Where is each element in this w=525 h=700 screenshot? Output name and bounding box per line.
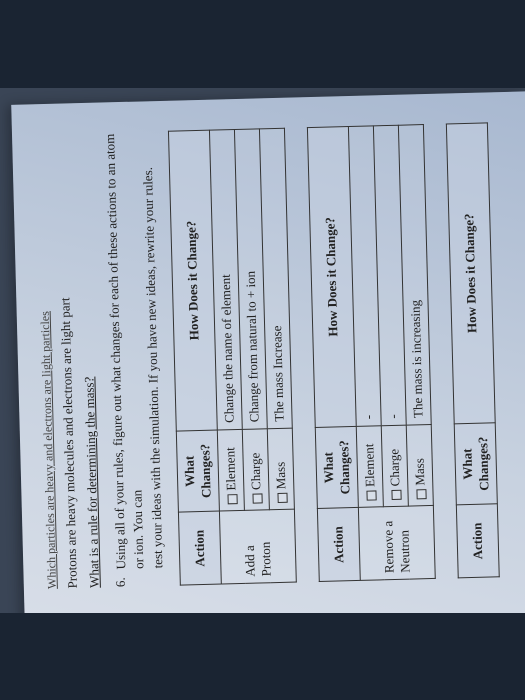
checkbox-icon [391, 490, 401, 500]
table-add-proton: Action What Changes? How Does it Change?… [168, 127, 297, 585]
worksheet-paper: Which particles are heavy and electrons … [11, 91, 525, 613]
what-cell-charge: Charge [242, 428, 269, 510]
checkbox-label-mass: Mass [273, 461, 289, 489]
header-action: Action [456, 504, 499, 578]
question-6-text: Using all of your rules, figure out what… [101, 131, 167, 570]
checkbox-label-charge: Charge [247, 452, 263, 490]
header-how: How Does it Change? [446, 122, 495, 423]
header-what: What Changes? [176, 429, 219, 512]
action-cell-add-proton: Add a Proton [219, 509, 296, 584]
checkbox-label-element: Element [222, 447, 238, 491]
what-cell-mass: Mass [267, 427, 294, 509]
table-header-row: Action What Changes? How Does it Change? [446, 122, 499, 577]
checkbox-icon [416, 489, 426, 499]
header-what: What Changes? [454, 422, 497, 505]
what-cell-mass: Mass [406, 424, 433, 506]
intro-text-a-prefix: Which particles are heavy [42, 463, 59, 588]
header-what: What Changes? [315, 426, 358, 509]
action-cell-remove-neutron: Remove a Neutron [358, 505, 435, 580]
what-cell-charge: Charge [381, 424, 408, 506]
photo-frame: Which particles are heavy and electrons … [0, 88, 525, 613]
checkbox-icon [227, 494, 237, 504]
checkbox-icon [277, 493, 287, 503]
table-partial: Action What Changes? How Does it Change? [446, 122, 500, 578]
question-6-number: 6. [113, 576, 168, 587]
checkbox-label-charge: Charge [386, 448, 402, 486]
checkbox-label-element: Element [361, 443, 377, 487]
header-action: Action [178, 511, 221, 585]
header-action: Action [317, 507, 360, 581]
question-6: 6. Using all of your rules, figure out w… [101, 131, 167, 587]
checkbox-label-mass: Mass [411, 458, 427, 486]
what-cell-element: Element [356, 425, 383, 507]
what-cell-element: Element [217, 429, 244, 511]
checkbox-icon [366, 490, 376, 500]
checkbox-icon [252, 493, 262, 503]
table-remove-neutron: Action What Changes? How Does it Change?… [307, 124, 436, 582]
intro-text-a-suffix: and electrons are light particles [38, 310, 56, 463]
